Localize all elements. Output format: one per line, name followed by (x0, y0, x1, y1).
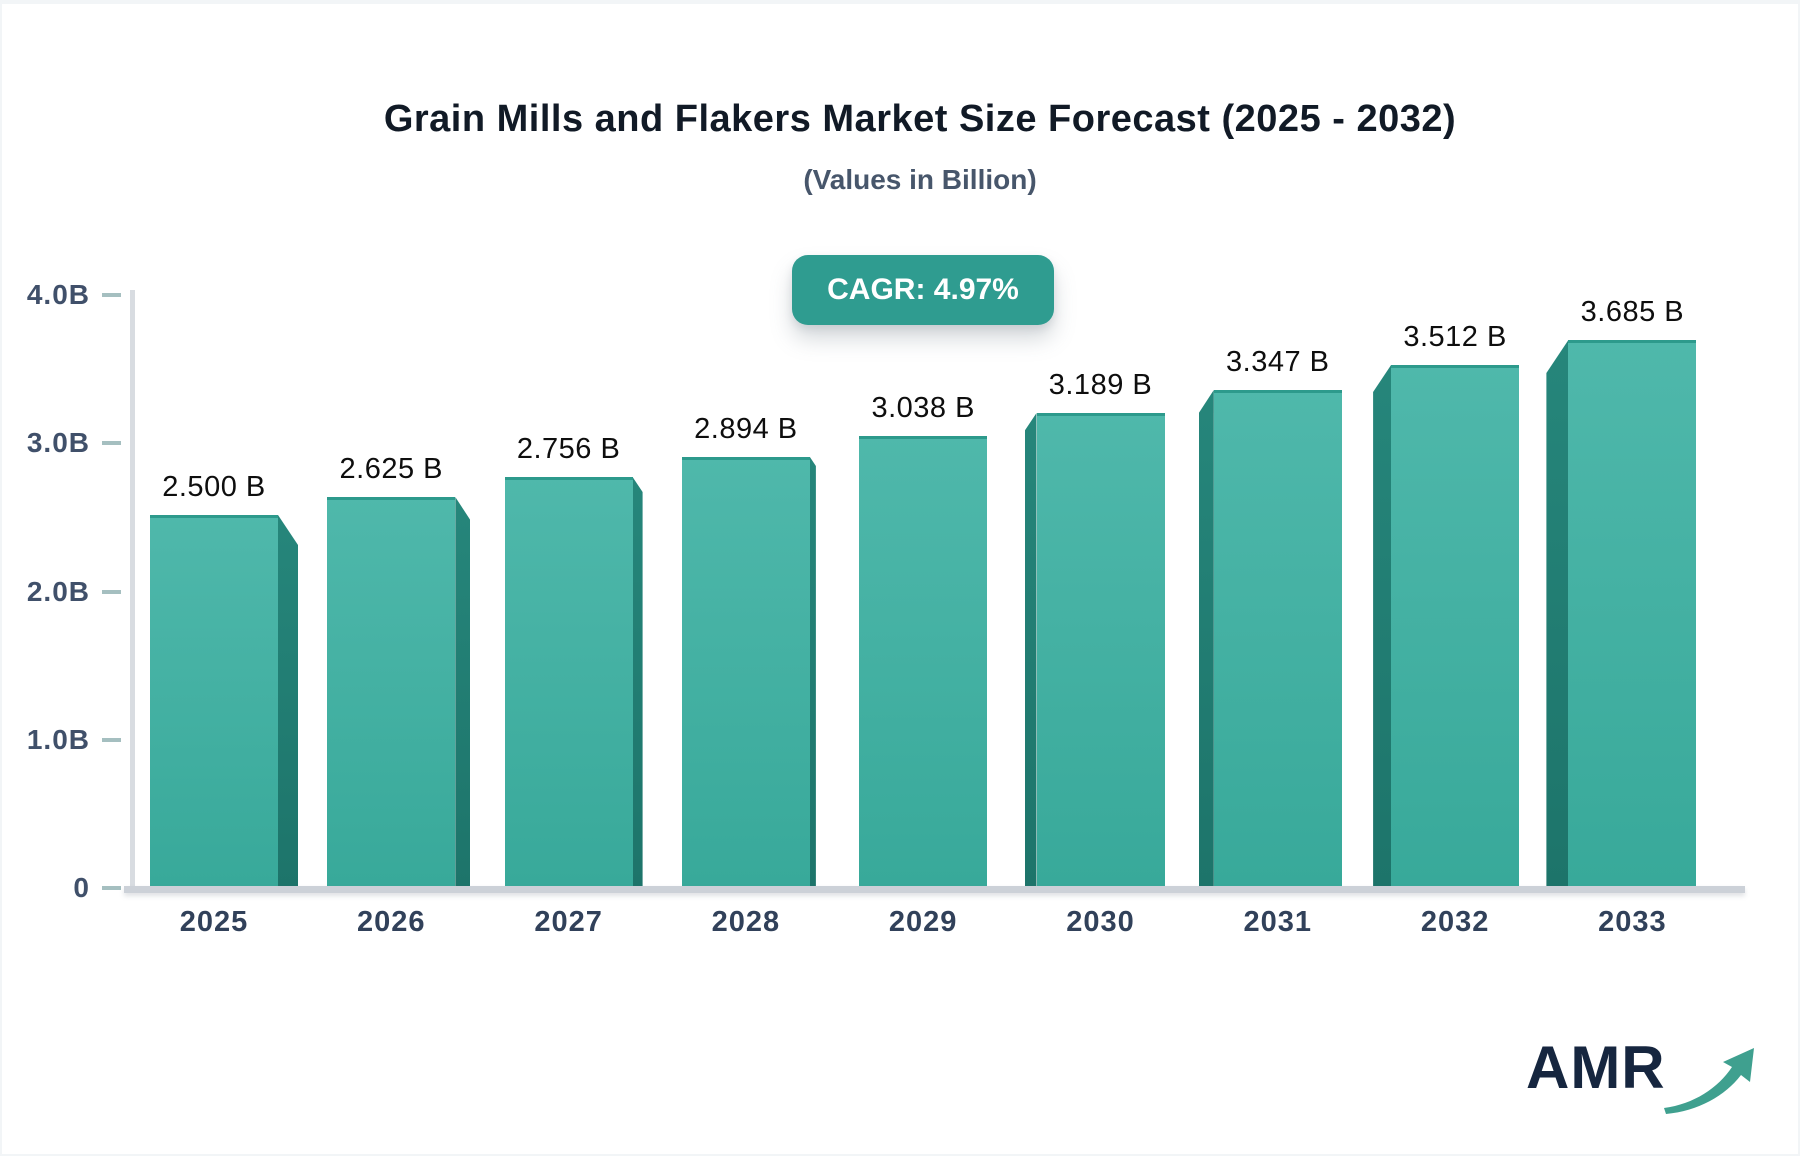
bar-value-label: 3.189 B (1048, 369, 1153, 401)
x-axis-label: 2027 (534, 906, 603, 938)
bar-value-label: 2.756 B (516, 433, 621, 465)
y-axis-line (130, 290, 135, 888)
bar-value-label: 3.685 B (1580, 296, 1685, 328)
cagr-badge: CAGR: 4.97% (792, 255, 1054, 325)
bar-2033 (1568, 340, 1697, 886)
bar-side-face (455, 497, 471, 890)
chart-title: Grain Mills and Flakers Market Size Fore… (383, 98, 1457, 140)
x-axis-label: 2028 (711, 906, 781, 938)
y-axis-tick (102, 886, 121, 890)
bar-value-label: 2.625 B (339, 453, 444, 485)
y-axis-label: 4.0B (26, 279, 90, 310)
bar-2030 (1036, 413, 1165, 886)
bar-side-face (1024, 413, 1037, 890)
x-axis-label: 2033 (1598, 906, 1667, 938)
x-axis-label: 2026 (357, 906, 426, 938)
brand-logo: AMR (1526, 1038, 1764, 1122)
bar-value-label: 2.500 B (162, 471, 266, 503)
y-axis-label: 1.0B (26, 723, 90, 755)
bar-2026 (327, 497, 456, 886)
y-axis-tick (102, 293, 121, 297)
chart-subtitle: (Values in Billion) (803, 164, 1037, 195)
x-axis-label: 2032 (1420, 906, 1490, 938)
x-axis-baseline (124, 886, 1745, 893)
bar-value-label: 3.347 B (1226, 346, 1330, 378)
bar-side-face (632, 477, 643, 890)
y-axis-label: 2.0B (26, 575, 90, 607)
x-axis-label: 2030 (1066, 906, 1135, 938)
cagr-badge-label: CAGR: 4.97% (827, 273, 1019, 306)
x-axis-label: 2031 (1243, 906, 1313, 938)
bar-side-face (809, 457, 816, 890)
x-axis-label: 2029 (888, 906, 958, 938)
bar-2028 (681, 457, 810, 886)
bar-side-face (1546, 340, 1569, 890)
bar-side-face (278, 515, 298, 890)
bar-2031 (1213, 390, 1342, 886)
bar-value-label: 2.894 B (694, 413, 798, 445)
y-axis-tick (102, 441, 121, 446)
bar-value-label: 3.038 B (871, 392, 975, 424)
page-top-border (2, 2, 1798, 4)
bar-2025 (150, 515, 278, 886)
bar-2032 (1391, 365, 1520, 886)
x-axis-label: 2025 (179, 906, 249, 938)
y-axis-tick (102, 589, 121, 594)
y-axis-label: 3.0B (26, 427, 90, 459)
bar-side-face (1373, 365, 1392, 890)
bar-side-face (1198, 390, 1214, 890)
brand-logo-text: AMR (1526, 1034, 1666, 1101)
bar-2029 (859, 436, 988, 886)
y-axis-label: 0 (73, 872, 90, 903)
bar-2027 (504, 477, 633, 886)
bar-value-label: 3.512 B (1403, 321, 1507, 353)
growth-arrow-icon (1663, 1048, 1754, 1114)
y-axis-tick (102, 737, 121, 742)
